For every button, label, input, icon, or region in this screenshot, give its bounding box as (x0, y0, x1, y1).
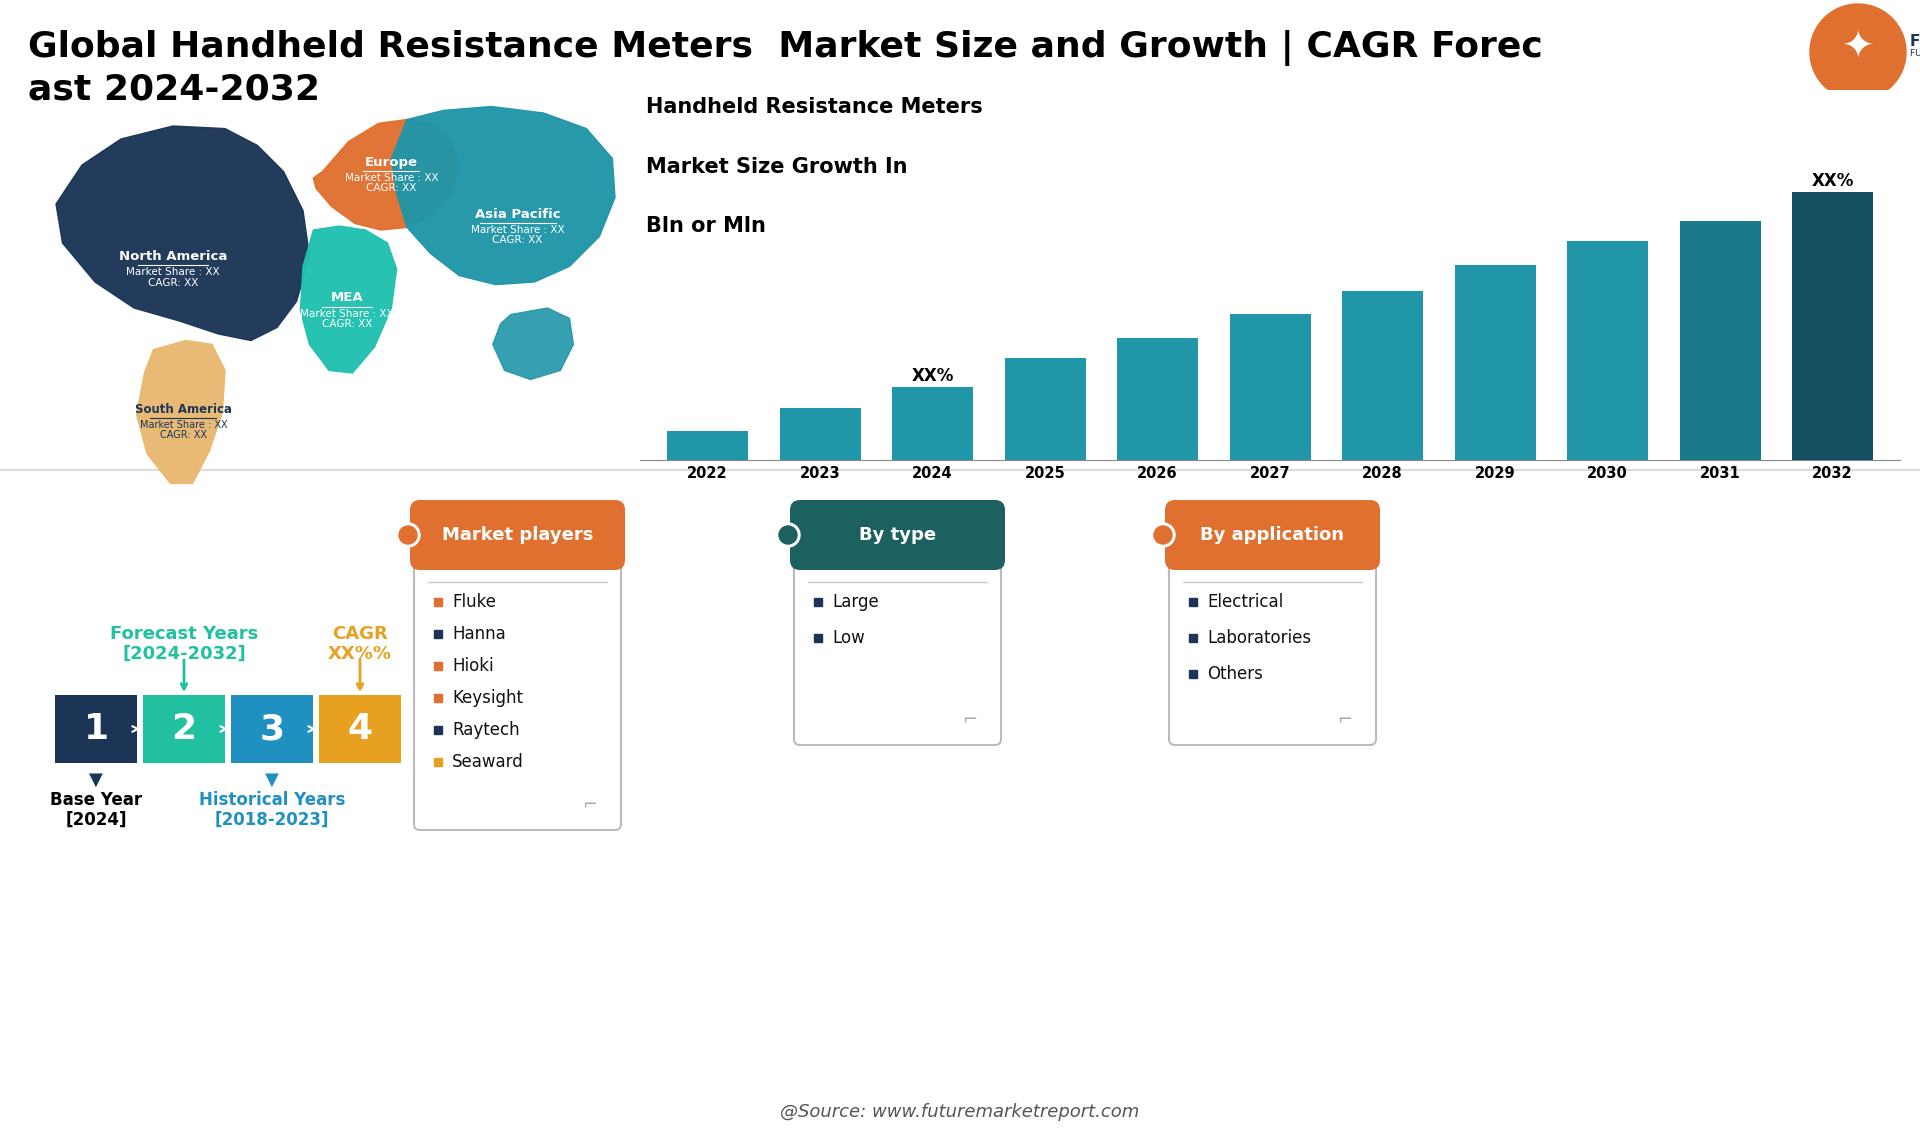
Text: XX%%: XX%% (328, 645, 392, 664)
Text: MEA: MEA (330, 291, 363, 304)
FancyBboxPatch shape (1169, 558, 1377, 745)
Text: Bln or Mln: Bln or Mln (645, 215, 766, 236)
Text: Historical Years: Historical Years (200, 791, 346, 809)
Text: ⌐: ⌐ (1336, 711, 1352, 729)
Circle shape (1811, 3, 1907, 100)
Text: Electrical: Electrical (1208, 592, 1283, 611)
Text: Market Size Growth In: Market Size Growth In (645, 157, 906, 176)
Text: Handheld Resistance Meters: Handheld Resistance Meters (645, 97, 983, 117)
Text: Asia Pacific: Asia Pacific (474, 207, 561, 221)
Text: Market Share : XX: Market Share : XX (470, 226, 564, 235)
Text: Laboratories: Laboratories (1208, 629, 1311, 647)
Bar (666, 431, 749, 460)
FancyBboxPatch shape (319, 694, 401, 763)
Text: @Source: www.futuremarketreport.com: @Source: www.futuremarketreport.com (780, 1102, 1140, 1121)
Text: Market Share : XX: Market Share : XX (127, 267, 219, 277)
Text: ▼: ▼ (88, 771, 104, 788)
Text: By application: By application (1200, 526, 1344, 544)
Text: Raytech: Raytech (451, 721, 520, 739)
Text: CAGR: XX: CAGR: XX (492, 235, 543, 245)
Polygon shape (136, 340, 225, 484)
Circle shape (1154, 526, 1171, 544)
Text: CAGR: XX: CAGR: XX (159, 431, 207, 440)
Text: CAGR: XX: CAGR: XX (148, 278, 198, 288)
Bar (1680, 221, 1761, 460)
Polygon shape (392, 107, 614, 284)
FancyBboxPatch shape (795, 558, 1000, 745)
Text: ⌐: ⌐ (582, 796, 597, 814)
Text: Global Handheld Resistance Meters  Market Size and Growth | CAGR Forec: Global Handheld Resistance Meters Market… (29, 30, 1544, 66)
Bar (1791, 191, 1874, 460)
Text: Market players: Market players (442, 526, 593, 544)
Bar (1229, 314, 1311, 460)
Text: FUTURE MARKET REPORT: FUTURE MARKET REPORT (1910, 49, 1920, 58)
Text: Others: Others (1208, 665, 1263, 683)
Text: South America: South America (134, 403, 232, 416)
Text: FMR: FMR (1910, 34, 1920, 49)
Bar (893, 387, 973, 460)
Text: 4: 4 (348, 712, 372, 746)
Text: CAGR: CAGR (332, 625, 388, 643)
Text: [2018-2023]: [2018-2023] (215, 811, 328, 829)
FancyBboxPatch shape (230, 694, 313, 763)
Circle shape (1150, 523, 1175, 547)
Text: Large: Large (831, 592, 879, 611)
FancyBboxPatch shape (411, 500, 626, 570)
FancyBboxPatch shape (789, 500, 1004, 570)
Text: ⌐: ⌐ (962, 711, 977, 729)
Text: XX%: XX% (912, 368, 954, 385)
Text: Market Share : XX: Market Share : XX (300, 308, 394, 319)
Text: Fluke: Fluke (451, 592, 495, 611)
Text: CAGR: XX: CAGR: XX (323, 319, 372, 329)
Text: XX%: XX% (1811, 172, 1853, 190)
Circle shape (396, 523, 420, 547)
Text: By type: By type (858, 526, 937, 544)
Polygon shape (56, 126, 309, 340)
Text: North America: North America (119, 250, 227, 262)
Text: Hanna: Hanna (451, 625, 505, 643)
FancyBboxPatch shape (415, 558, 620, 830)
Text: Market Share : XX: Market Share : XX (140, 421, 227, 431)
FancyBboxPatch shape (142, 694, 225, 763)
Text: Forecast Years: Forecast Years (109, 625, 257, 643)
Circle shape (780, 526, 797, 544)
Bar (1455, 265, 1536, 460)
Bar (1567, 242, 1647, 460)
Text: 3: 3 (259, 712, 284, 746)
FancyBboxPatch shape (1165, 500, 1380, 570)
Text: ast 2024-2032: ast 2024-2032 (29, 72, 321, 105)
Text: Europe: Europe (365, 156, 419, 168)
Circle shape (399, 526, 417, 544)
Bar (1342, 291, 1423, 460)
Bar (1004, 358, 1085, 460)
Text: Seaward: Seaward (451, 753, 524, 771)
Text: Keysight: Keysight (451, 689, 522, 707)
Text: ▼: ▼ (265, 771, 278, 788)
Text: Hioki: Hioki (451, 657, 493, 675)
FancyBboxPatch shape (56, 694, 136, 763)
Text: ✦: ✦ (1841, 28, 1874, 66)
Text: Market Share : XX: Market Share : XX (344, 173, 438, 183)
Text: [2024-2032]: [2024-2032] (123, 645, 246, 664)
Bar (780, 408, 860, 460)
Polygon shape (300, 226, 397, 372)
Bar (1117, 338, 1198, 460)
Text: Low: Low (831, 629, 864, 647)
Text: 2: 2 (171, 712, 196, 746)
Circle shape (776, 523, 801, 547)
Polygon shape (313, 119, 459, 230)
Text: Base Year: Base Year (50, 791, 142, 809)
Polygon shape (493, 308, 574, 379)
Text: CAGR: XX: CAGR: XX (367, 183, 417, 194)
Text: [2024]: [2024] (65, 811, 127, 829)
Text: 1: 1 (83, 712, 109, 746)
